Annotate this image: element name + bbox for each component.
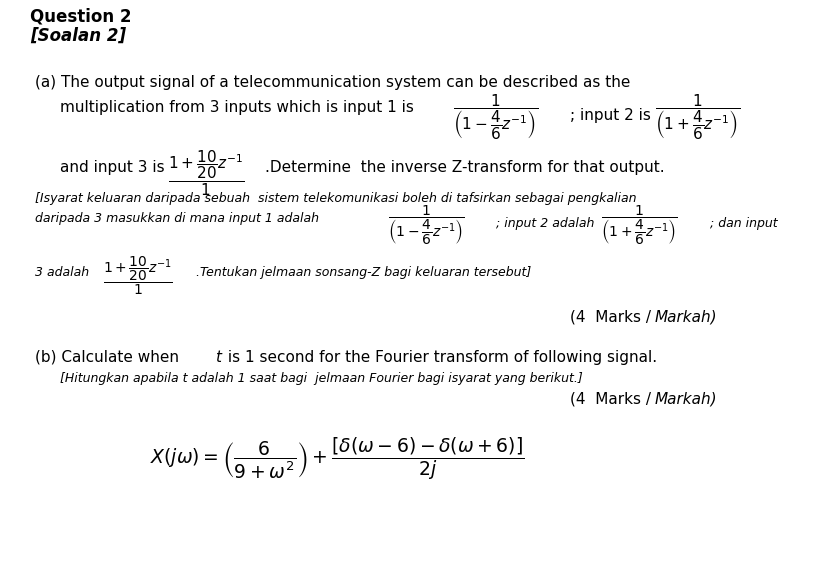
Text: (4  Marks /: (4 Marks /	[569, 310, 650, 325]
Text: $\dfrac{1}{\left(1+\dfrac{4}{6}z^{-1}\right)}$: $\dfrac{1}{\left(1+\dfrac{4}{6}z^{-1}\ri…	[600, 204, 676, 247]
Text: t: t	[215, 350, 221, 365]
Text: multiplication from 3 inputs which is input 1 is: multiplication from 3 inputs which is in…	[60, 100, 414, 115]
Text: $\dfrac{1+\dfrac{10}{20}z^{-1}}{1}$: $\dfrac{1+\dfrac{10}{20}z^{-1}}{1}$	[103, 254, 173, 296]
Text: daripada 3 masukkan di mana input 1 adalah: daripada 3 masukkan di mana input 1 adal…	[35, 212, 318, 225]
Text: [Hitungkan apabila t adalah 1 saat bagi  jelmaan Fourier bagi isyarat yang berik: [Hitungkan apabila t adalah 1 saat bagi …	[60, 372, 582, 385]
Text: $\dfrac{1}{\left(1+\dfrac{4}{6}z^{-1}\right)}$: $\dfrac{1}{\left(1+\dfrac{4}{6}z^{-1}\ri…	[654, 92, 739, 142]
Text: $X(j\omega) = \left(\dfrac{6}{9+\omega^{2}}\right) + \dfrac{[\delta(\omega-6)-\d: $X(j\omega) = \left(\dfrac{6}{9+\omega^{…	[150, 435, 523, 482]
Text: (b) Calculate when: (b) Calculate when	[35, 350, 184, 365]
Text: and input 3 is: and input 3 is	[60, 160, 165, 175]
Text: [Soalan 2]: [Soalan 2]	[30, 27, 126, 45]
Text: Markah): Markah)	[654, 392, 717, 407]
Text: (4  Marks /: (4 Marks /	[569, 392, 650, 407]
Text: is 1 second for the Fourier transform of following signal.: is 1 second for the Fourier transform of…	[222, 350, 657, 365]
Text: .Tentukan jelmaan sonsang-Z bagi keluaran tersebut]: .Tentukan jelmaan sonsang-Z bagi keluara…	[196, 266, 531, 279]
Text: Markah): Markah)	[654, 310, 717, 325]
Text: (a) The output signal of a telecommunication system can be described as the: (a) The output signal of a telecommunica…	[35, 75, 629, 90]
Text: .Determine  the inverse Z-transform for that output.: .Determine the inverse Z-transform for t…	[265, 160, 664, 175]
Text: $\dfrac{1}{\left(1-\dfrac{4}{6}z^{-1}\right)}$: $\dfrac{1}{\left(1-\dfrac{4}{6}z^{-1}\ri…	[388, 204, 464, 247]
Text: Question 2: Question 2	[30, 8, 131, 26]
Text: [Isyarat keluaran daripada sebuah  sistem telekomunikasi boleh di tafsirkan seba: [Isyarat keluaran daripada sebuah sistem…	[35, 192, 636, 205]
Text: ; dan input: ; dan input	[709, 217, 777, 230]
Text: $\dfrac{1+\dfrac{10}{20}z^{-1}}{1}$: $\dfrac{1+\dfrac{10}{20}z^{-1}}{1}$	[168, 148, 244, 198]
Text: 3 adalah: 3 adalah	[35, 266, 89, 279]
Text: ; input 2 is: ; input 2 is	[569, 108, 650, 123]
Text: ; input 2 adalah: ; input 2 adalah	[495, 217, 594, 230]
Text: $\dfrac{1}{\left(1-\dfrac{4}{6}z^{-1}\right)}$: $\dfrac{1}{\left(1-\dfrac{4}{6}z^{-1}\ri…	[452, 92, 538, 142]
